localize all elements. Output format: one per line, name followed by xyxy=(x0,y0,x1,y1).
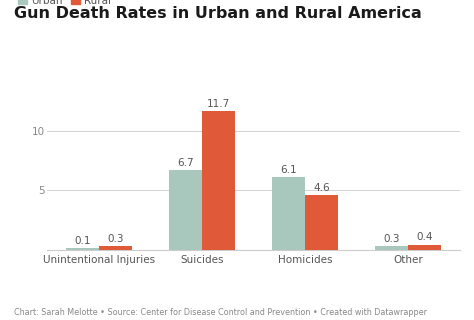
Text: 6.1: 6.1 xyxy=(280,165,297,175)
Text: 0.1: 0.1 xyxy=(74,236,91,246)
Text: Chart: Sarah Melotte • Source: Center for Disease Control and Prevention • Creat: Chart: Sarah Melotte • Source: Center fo… xyxy=(14,308,427,317)
Text: Gun Death Rates in Urban and Rural America: Gun Death Rates in Urban and Rural Ameri… xyxy=(14,6,422,21)
Bar xyxy=(272,177,305,250)
Text: 0.3: 0.3 xyxy=(383,234,400,244)
Legend: Urban, Rural: Urban, Rural xyxy=(18,0,111,6)
Text: 6.7: 6.7 xyxy=(177,158,194,168)
Text: 0.4: 0.4 xyxy=(416,233,433,243)
Bar xyxy=(375,246,408,250)
Bar xyxy=(408,245,441,250)
Bar xyxy=(169,170,202,250)
Bar xyxy=(202,111,235,250)
Text: 0.3: 0.3 xyxy=(107,234,124,244)
Bar xyxy=(305,195,338,250)
Bar xyxy=(66,248,99,250)
Text: 4.6: 4.6 xyxy=(313,183,330,193)
Bar xyxy=(99,246,132,250)
Text: 11.7: 11.7 xyxy=(207,99,230,108)
